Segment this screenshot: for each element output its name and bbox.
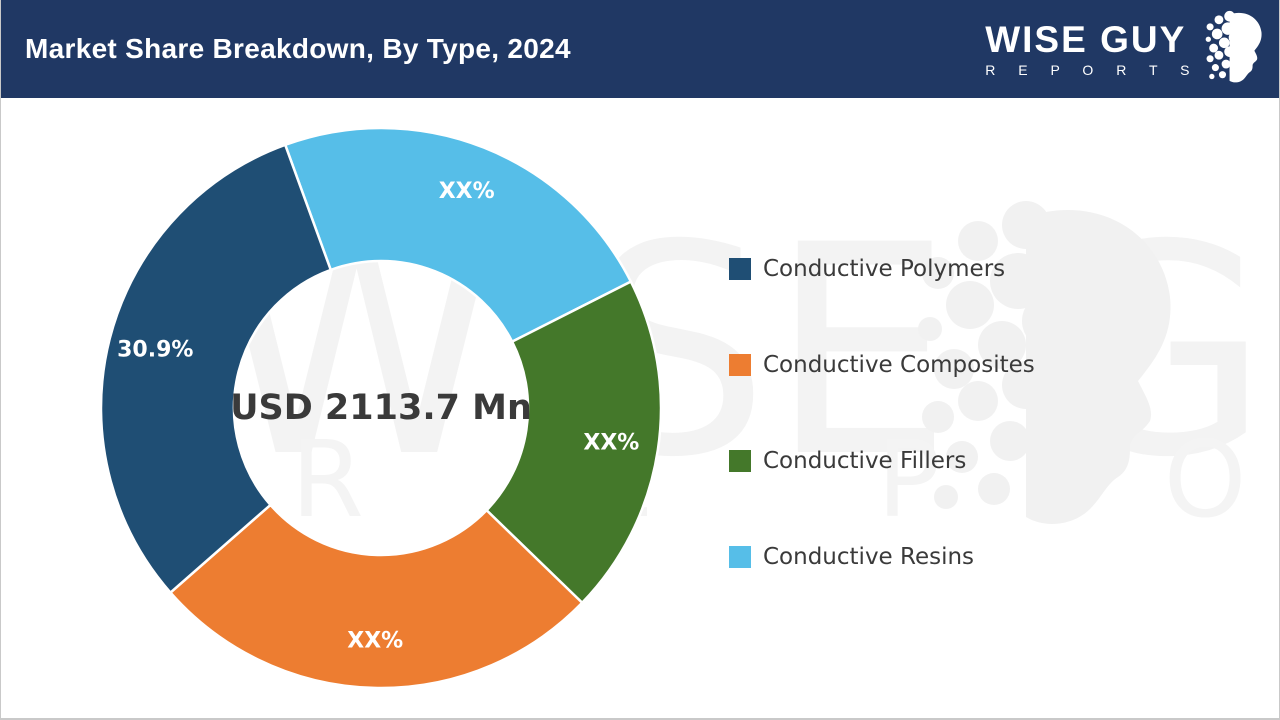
segment-value-label: XX% (583, 430, 639, 455)
segment-value-label: XX% (347, 628, 403, 653)
legend-label: Conductive Composites (763, 352, 1035, 378)
legend-swatch-composites (729, 354, 751, 376)
segment-value-label: 30.9% (117, 338, 193, 363)
donut-segment-conductive-polymers (99, 143, 333, 595)
chart-center-value: USD 2113.7 Mn (230, 388, 532, 428)
legend-swatch-fillers (729, 450, 751, 472)
legend-swatch-polymers (729, 258, 751, 280)
donut-segment-conductive-resins (283, 126, 633, 344)
donut-segment-conductive-fillers (484, 279, 663, 605)
donut-segment-conductive-composites (168, 503, 584, 690)
legend-item: Conductive Polymers (729, 248, 1035, 290)
logo-face-icon (1205, 10, 1262, 83)
legend-item: Conductive Resins (729, 536, 1035, 578)
legend-label: Conductive Polymers (763, 256, 1006, 282)
page-title: Market Share Breakdown, By Type, 2024 (25, 33, 571, 64)
chart-legend: Conductive Polymers Conductive Composite… (729, 248, 1035, 632)
brand-name: WISE GUY (985, 18, 1187, 60)
legend-swatch-resins (729, 546, 751, 568)
legend-item: Conductive Composites (729, 344, 1035, 386)
legend-label: Conductive Fillers (763, 448, 967, 474)
donut-chart: XX% XX% XX% 30.9% (99, 126, 663, 690)
legend-item: Conductive Fillers (729, 440, 1035, 482)
brand-logo-text: WISE GUY R E P O R T S (985, 21, 1199, 78)
segment-value-label: XX% (439, 179, 495, 204)
brand-subname: R E P O R T S (985, 61, 1199, 78)
header-bar: Market Share Breakdown, By Type, 2024 WI… (1, 0, 1279, 98)
brand-logo: WISE GUY R E P O R T S (985, 8, 1265, 90)
legend-label: Conductive Resins (763, 544, 975, 570)
